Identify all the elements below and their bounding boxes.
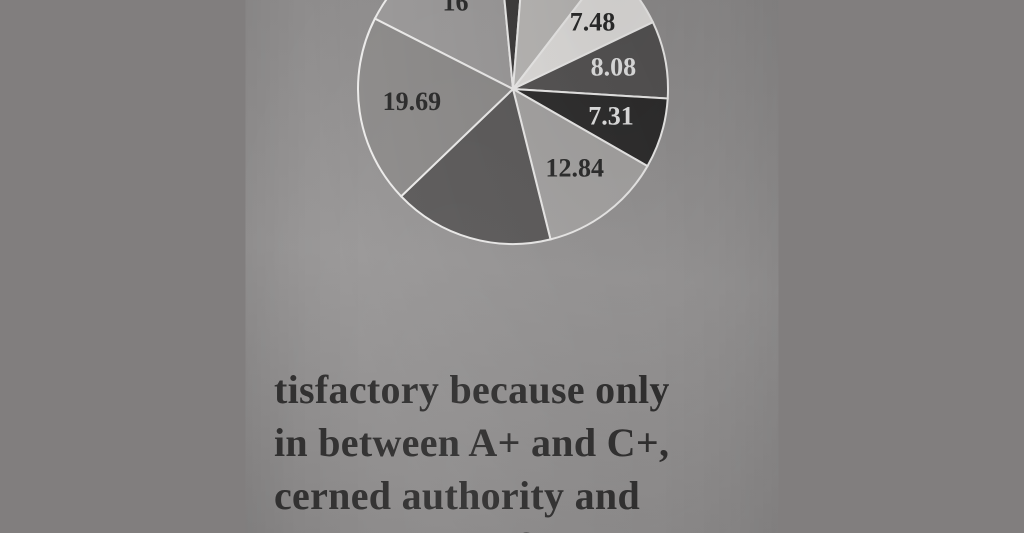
pie-label-3: 7.48 (569, 8, 615, 37)
body-line-1: tisfactory because only (274, 365, 751, 418)
pie-label-5: 7.31 (587, 102, 633, 131)
body-line-4: LC students of Nepal. (274, 523, 751, 533)
pie-chart: 162.89.177.488.087.3112.8419.69 (246, 0, 779, 270)
pie-label-2: 9.17 (526, 0, 572, 6)
body-line-2: in between A+ and C+, (274, 417, 751, 470)
content: formance of SLC Students in English in t… (246, 0, 779, 533)
pie-label-0: 16 (442, 0, 468, 17)
pie-label-4: 8.08 (590, 53, 636, 82)
body-line-3: cerned authority and (274, 470, 751, 523)
pie-label-6: 12.84 (544, 154, 603, 183)
pie-label-8: 19.69 (382, 87, 441, 116)
page: formance of SLC Students in English in t… (246, 0, 779, 533)
pie-svg: 162.89.177.488.087.3112.8419.69 (332, 0, 692, 270)
body-text: tisfactory because only in between A+ an… (274, 365, 751, 533)
